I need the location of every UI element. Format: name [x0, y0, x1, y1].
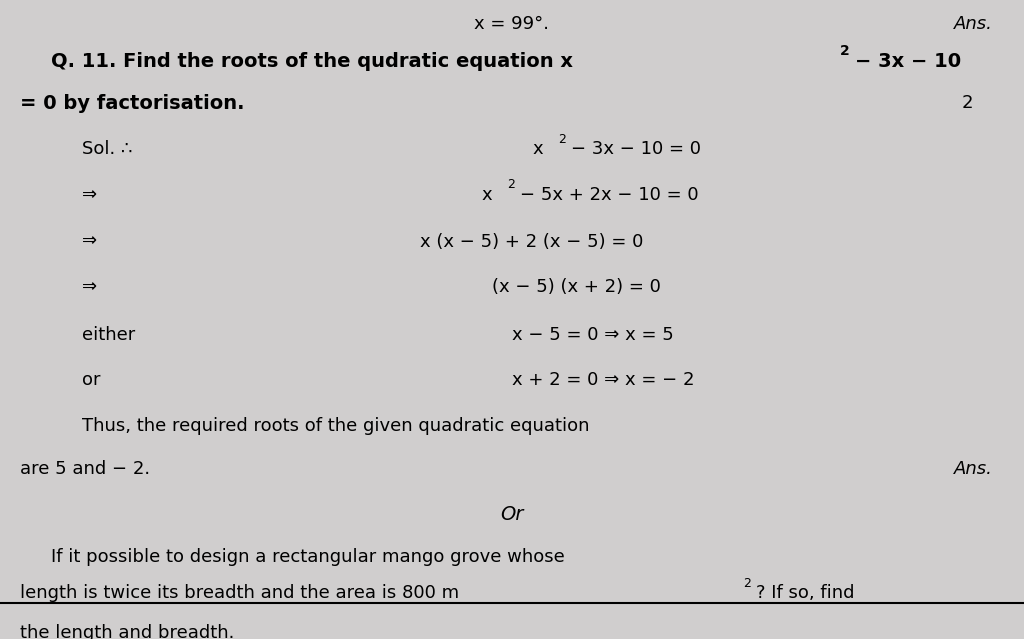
Text: x = 99°.: x = 99°.	[474, 15, 550, 33]
Text: (x − 5) (x + 2) = 0: (x − 5) (x + 2) = 0	[492, 278, 660, 296]
Text: Sol. ∴: Sol. ∴	[82, 140, 132, 158]
Text: − 3x − 10 = 0: − 3x − 10 = 0	[571, 140, 701, 158]
Text: or: or	[82, 371, 100, 389]
Text: Ans.: Ans.	[954, 459, 993, 477]
Text: x − 5 = 0 ⇒ x = 5: x − 5 = 0 ⇒ x = 5	[512, 326, 674, 344]
Text: Q. 11. Find the roots of the qudratic equation x: Q. 11. Find the roots of the qudratic eq…	[51, 52, 573, 71]
Text: are 5 and − 2.: are 5 and − 2.	[20, 459, 151, 477]
Text: Thus, the required roots of the given quadratic equation: Thus, the required roots of the given qu…	[82, 417, 590, 435]
Text: 2: 2	[962, 95, 973, 112]
Text: Ans.: Ans.	[954, 15, 993, 33]
Text: x: x	[481, 186, 492, 204]
Text: − 5x + 2x − 10 = 0: − 5x + 2x − 10 = 0	[520, 186, 698, 204]
Text: ⇒: ⇒	[82, 233, 97, 250]
Text: x + 2 = 0 ⇒ x = − 2: x + 2 = 0 ⇒ x = − 2	[512, 371, 694, 389]
Text: x (x − 5) + 2 (x − 5) = 0: x (x − 5) + 2 (x − 5) = 0	[420, 233, 643, 250]
Text: If it possible to design a rectangular mango grove whose: If it possible to design a rectangular m…	[51, 548, 565, 566]
Text: 2: 2	[840, 44, 850, 58]
Text: ? If so, find: ? If so, find	[756, 584, 854, 603]
Text: 2: 2	[743, 577, 752, 590]
Text: either: either	[82, 326, 135, 344]
Text: − 3x − 10: − 3x − 10	[855, 52, 962, 71]
Text: = 0 by factorisation.: = 0 by factorisation.	[20, 95, 245, 113]
Text: the length and breadth.: the length and breadth.	[20, 624, 234, 639]
Text: ⇒: ⇒	[82, 186, 97, 204]
Text: x: x	[532, 140, 543, 158]
Text: length is twice its breadth and the area is 800 m: length is twice its breadth and the area…	[20, 584, 460, 603]
Text: 2: 2	[507, 178, 515, 191]
Text: ⇒: ⇒	[82, 278, 97, 296]
Text: 2: 2	[558, 133, 566, 146]
Text: Or: Or	[501, 505, 523, 524]
